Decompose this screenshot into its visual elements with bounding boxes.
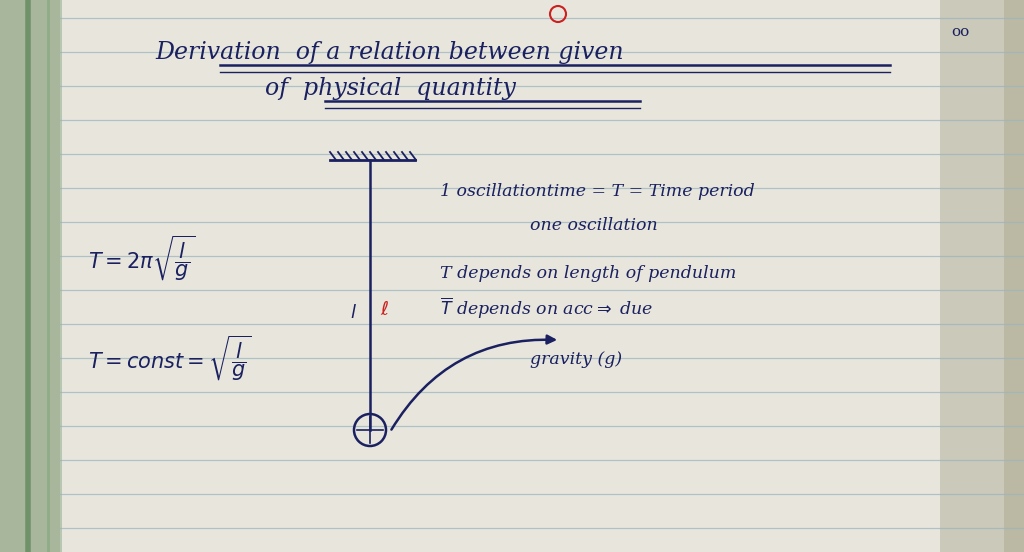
Text: $T = 2\pi\sqrt{\dfrac{l}{g}}$: $T = 2\pi\sqrt{\dfrac{l}{g}}$ <box>88 233 196 283</box>
Text: gravity (g): gravity (g) <box>530 352 623 369</box>
Text: $\overline{T}$ depends on acc$\Rightarrow$ due: $\overline{T}$ depends on acc$\Rightarro… <box>440 295 653 321</box>
Text: $T = const = \sqrt{\dfrac{l}{g}}$: $T = const = \sqrt{\dfrac{l}{g}}$ <box>88 333 252 383</box>
Text: T depends on length of pendulum: T depends on length of pendulum <box>440 266 736 283</box>
Text: $\ell$: $\ell$ <box>380 300 389 319</box>
Text: one oscillation: one oscillation <box>530 217 657 235</box>
Text: of  physical  quantity: of physical quantity <box>264 77 515 99</box>
FancyArrowPatch shape <box>391 336 554 429</box>
Bar <box>940 0 1024 552</box>
Text: oo: oo <box>951 25 969 39</box>
Text: Derivation  of a relation between given: Derivation of a relation between given <box>156 40 625 63</box>
Bar <box>0 0 62 552</box>
Text: $l$: $l$ <box>350 304 357 322</box>
Text: 1 oscillationtime = T = Time period: 1 oscillationtime = T = Time period <box>440 183 755 200</box>
